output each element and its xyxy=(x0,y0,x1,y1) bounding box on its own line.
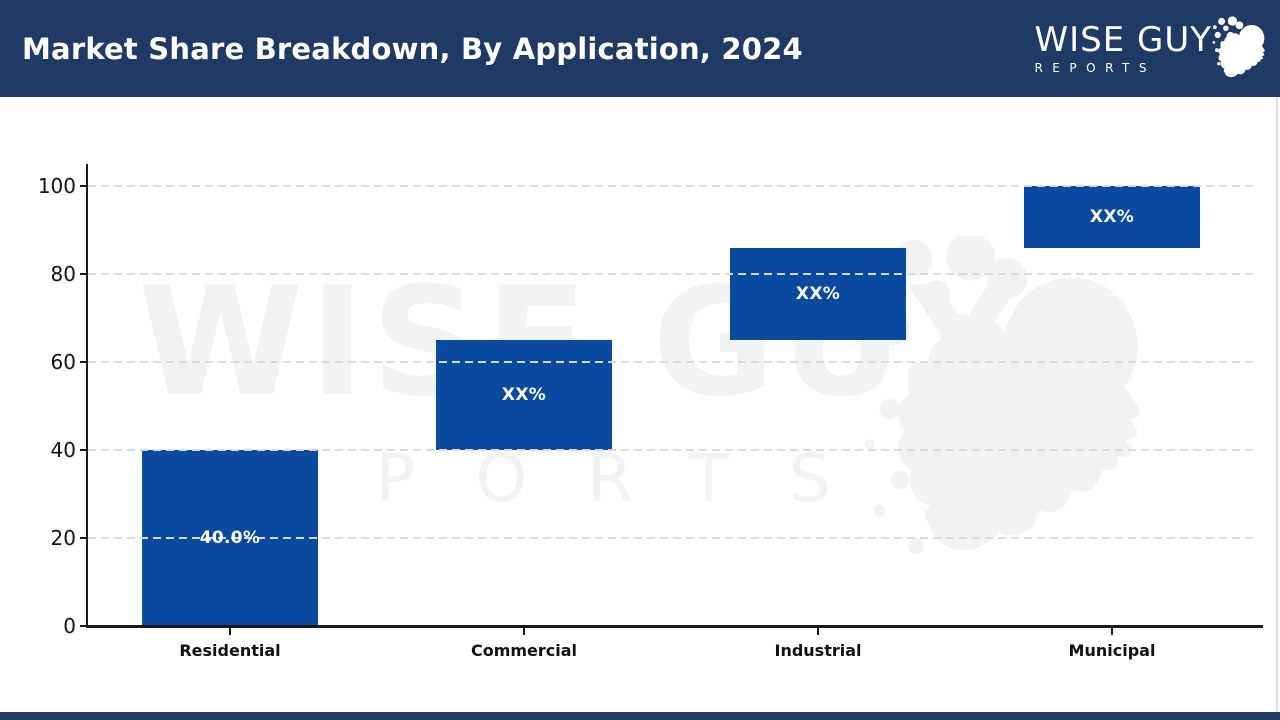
bar-value-label: 40.0% xyxy=(199,528,261,548)
y-axis-line xyxy=(86,164,88,627)
y-axis-tick xyxy=(80,185,87,187)
x-axis-tick xyxy=(1111,628,1113,635)
x-axis-tick xyxy=(229,628,231,635)
wiseguy-logo-text: WISE GUY REPORTS xyxy=(1034,20,1212,75)
x-axis-category-label: Residential xyxy=(179,641,281,660)
y-axis-tick-label: 40 xyxy=(50,438,76,462)
y-axis-tick xyxy=(80,361,87,363)
header-bar: Market Share Breakdown, By Application, … xyxy=(0,0,1280,97)
x-axis-category-label: Municipal xyxy=(1068,641,1156,660)
x-axis-line xyxy=(86,625,1263,628)
y-axis-tick xyxy=(80,449,87,451)
logo-wordmark: WISE GUY xyxy=(1034,20,1212,61)
y-axis-tick-label: 80 xyxy=(50,262,76,286)
page-title: Market Share Breakdown, By Application, … xyxy=(22,31,803,66)
figure-right-border xyxy=(1276,97,1278,712)
bar-commercial xyxy=(436,340,612,450)
y-gridline xyxy=(88,361,1255,363)
x-axis-tick xyxy=(523,628,525,635)
logo-subtitle: REPORTS xyxy=(1034,60,1156,75)
y-axis-tick xyxy=(80,625,87,627)
y-gridline xyxy=(88,185,1255,187)
x-axis-category-label: Commercial xyxy=(470,641,578,660)
bar-value-label: XX% xyxy=(795,283,841,304)
y-axis-tick-label: 0 xyxy=(63,614,76,638)
bar-municipal xyxy=(1024,186,1200,248)
y-axis-tick xyxy=(80,273,87,275)
x-axis-tick xyxy=(817,628,819,635)
wiseguy-logo: WISE GUY REPORTS xyxy=(1034,6,1268,92)
y-gridline xyxy=(88,449,1255,451)
y-axis-tick-label: 100 xyxy=(37,174,76,198)
footer-bar xyxy=(0,712,1280,720)
y-gridline xyxy=(88,273,1255,275)
bar-industrial xyxy=(730,247,906,340)
bar-value-label: XX% xyxy=(1089,206,1135,227)
y-axis-tick-label: 60 xyxy=(50,350,76,374)
wiseguy-head-icon xyxy=(1212,16,1265,78)
bar-value-label: XX% xyxy=(501,385,547,405)
y-gridline xyxy=(88,537,1255,539)
x-axis-category-label: Industrial xyxy=(774,641,862,660)
y-axis-tick-label: 20 xyxy=(50,526,76,550)
y-axis-tick xyxy=(80,537,87,539)
